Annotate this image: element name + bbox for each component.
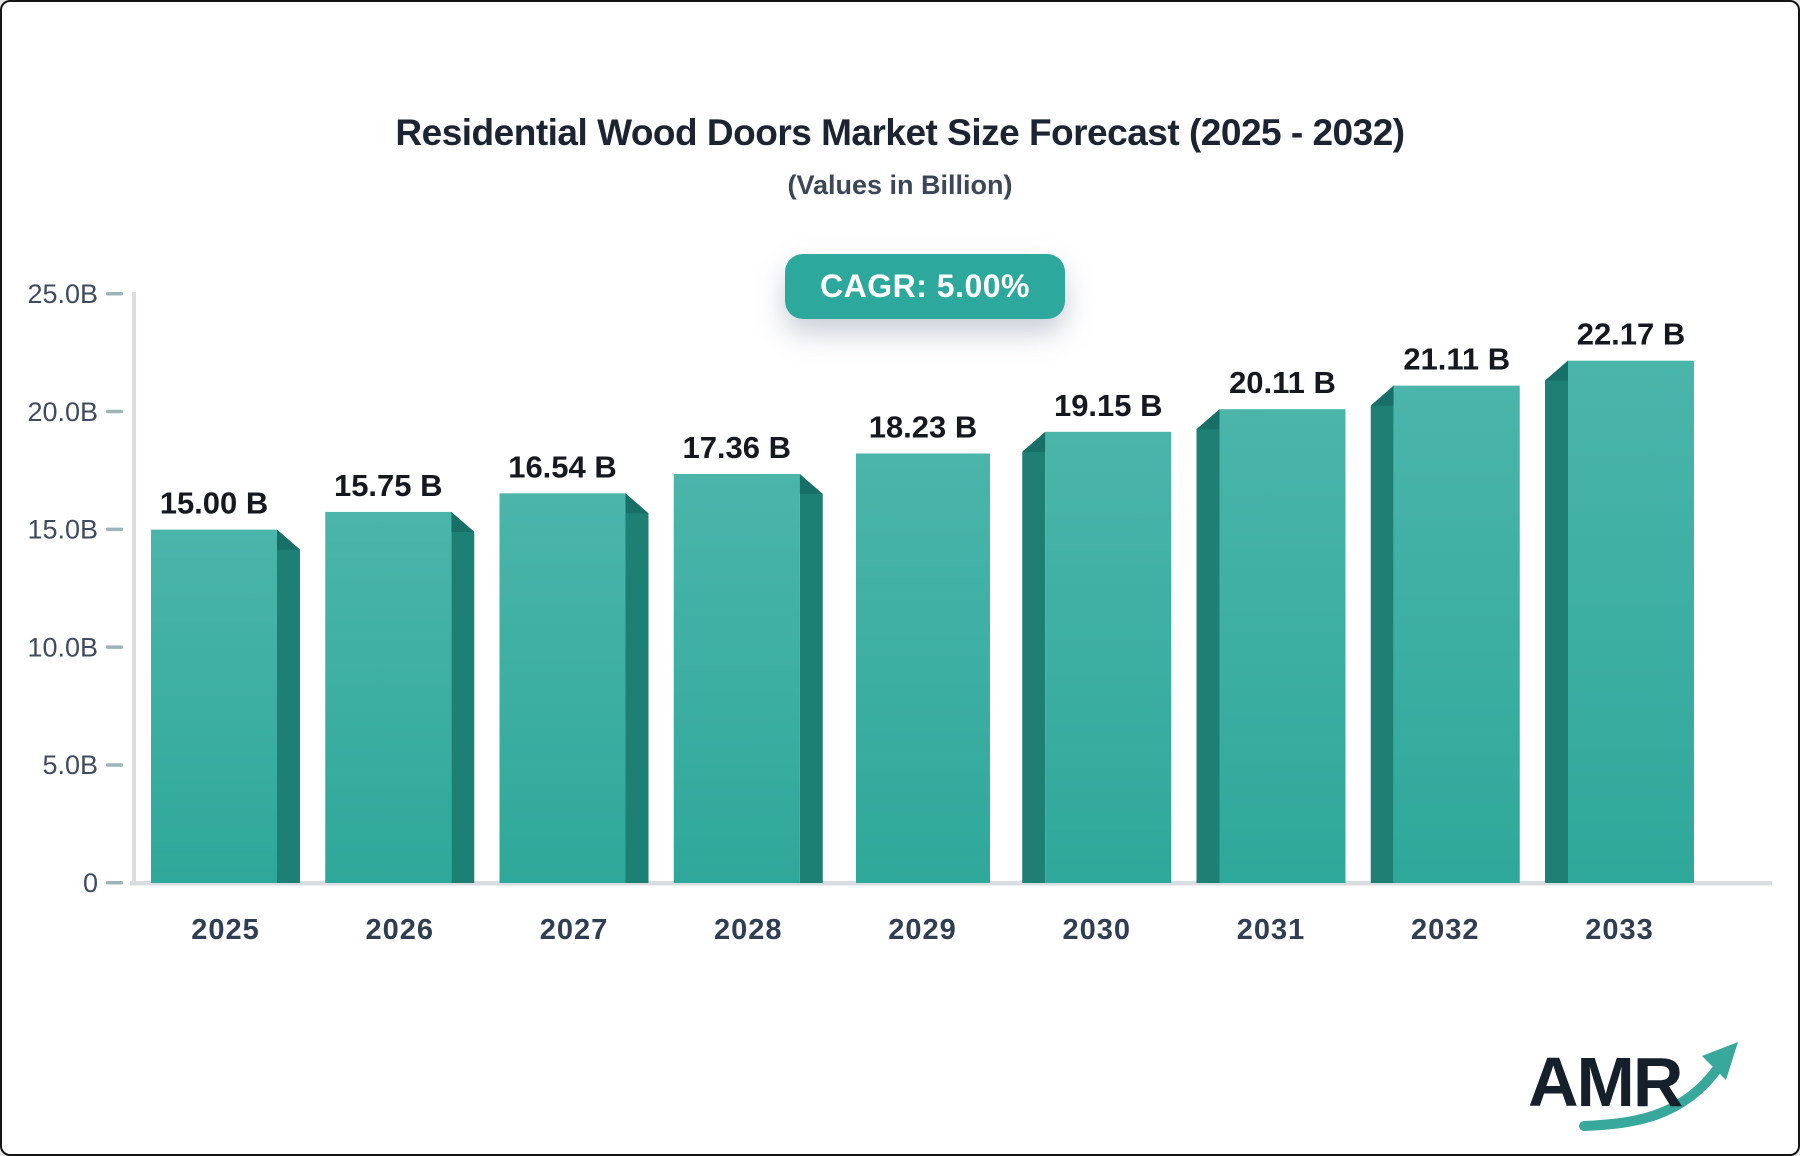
bar-bevel [799,473,823,494]
bar-2028: 17.36 B 2028 [673,430,823,946]
bar-front-face [1045,431,1172,883]
amr-logo: AMR [1528,1042,1738,1131]
bar-bevel [1022,431,1046,452]
bar-value-label: 15.00 B [160,486,269,521]
logo-arrow-head [1702,1042,1738,1080]
bar-front-face [856,453,990,883]
bar-front-face [1219,409,1346,883]
bar-side-face [451,511,475,883]
y-tick-label: 5.0B [42,750,98,780]
bar-value-label: 18.23 B [869,410,978,445]
x-axis-line [130,881,1772,886]
bar-bevel [1196,409,1220,430]
x-axis-label: 2031 [1237,914,1306,946]
bar-value-label: 22.17 B [1577,317,1686,352]
y-tick-label: 15.0B [27,515,98,545]
bar-value-label: 20.11 B [1229,365,1336,400]
x-axis-label: 2028 [714,914,783,946]
chart-subtitle: (Values in Billion) [787,170,1013,200]
y-tick-dash [106,763,123,767]
bar-value-label: 19.15 B [1054,388,1163,423]
bar-front-face [673,473,800,883]
bar-bevel [625,493,649,514]
cagr-badge: CAGR: 5.00% [785,254,1065,319]
logo-text: AMR [1528,1043,1683,1121]
bar-2027: 16.54 B 2027 [499,449,649,946]
bar-value-label: 17.36 B [682,430,791,465]
x-axis-label: 2029 [888,914,957,946]
bar-side-face [1370,385,1394,883]
bar-bevel [277,529,300,550]
bar-side-face [277,529,300,883]
chart-title: Residential Wood Doors Market Size Forec… [395,112,1405,153]
bar-2026: 15.75 B 2026 [325,468,475,946]
bar-side-face [1022,431,1046,883]
x-axis-label: 2026 [365,914,434,946]
y-tick-label: 10.0B [27,632,98,662]
x-axis-label: 2025 [191,914,260,946]
bar-side-face [799,473,823,883]
bar-front-face [151,529,277,883]
x-axis-label: 2033 [1585,914,1654,946]
y-axis-line [132,292,136,885]
bar-front-face [1393,385,1520,883]
bar-2032: 21.11 B 2032 [1370,342,1520,946]
bar-2025: 15.00 B 2025 [151,486,300,946]
x-axis-label: 2027 [540,914,609,946]
y-tick-dash [106,645,123,649]
bar-value-label: 21.11 B [1403,342,1510,377]
y-tick-label: 20.0B [27,397,98,427]
bar-2033: 22.17 B 2033 [1545,317,1694,946]
bar-bevel [451,511,475,532]
y-tick-dash [106,881,123,885]
bar-value-label: 16.54 B [508,449,617,484]
y-tick-label: 25.0B [27,279,98,309]
bar-front-face [1568,360,1694,883]
bar-front-face [325,511,452,883]
bar-2029: 18.23 B 2029 [856,410,990,946]
bar-2030: 19.15 B 2030 [1022,388,1172,946]
bar-value-label: 15.75 B [334,468,443,503]
y-tick-dash [106,527,123,532]
y-tick-label: 0 [83,868,98,898]
bar-side-face [1196,409,1220,883]
bar-bevel [1545,360,1568,381]
y-tick-dash [106,292,123,296]
bar-side-face [1545,360,1568,883]
bar-2031: 20.11 B 2031 [1196,365,1346,946]
bar-bevel [1370,385,1394,406]
y-tick-dash [106,409,123,414]
logo-arrow-swoosh [1579,1063,1723,1131]
x-axis-label: 2032 [1411,914,1480,946]
bar-front-face [499,493,626,883]
x-axis-label: 2030 [1062,914,1131,946]
bar-side-face [625,493,649,883]
